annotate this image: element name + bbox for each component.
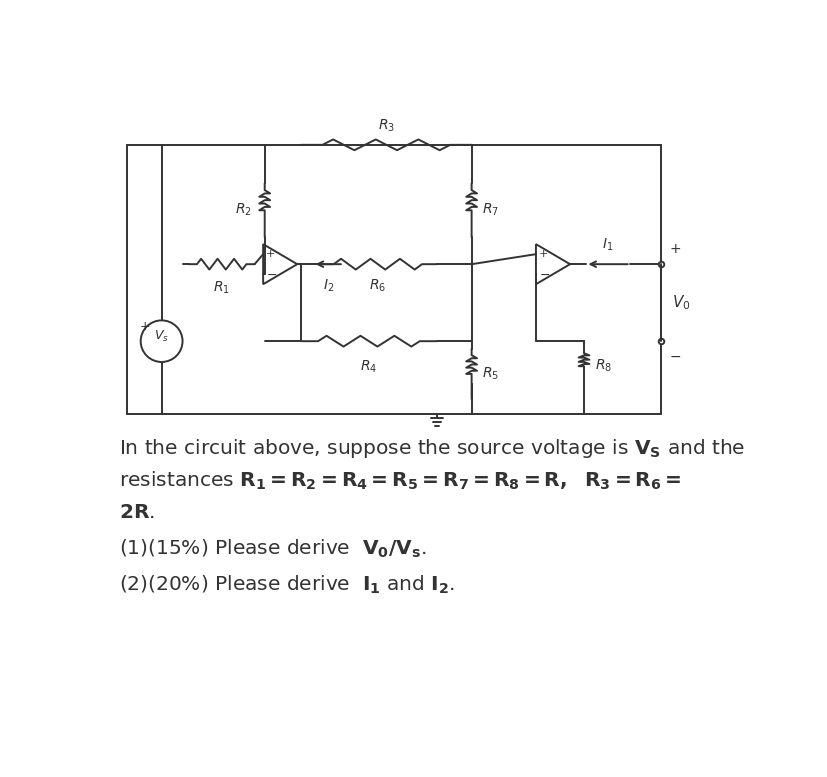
Text: $-$: $-$ bbox=[266, 268, 277, 280]
Text: In the circuit above, suppose the source voltage is $\mathbf{V_S}$ and the: In the circuit above, suppose the source… bbox=[119, 437, 744, 461]
Text: +: + bbox=[140, 320, 151, 333]
Text: $R_7$: $R_7$ bbox=[482, 202, 499, 218]
Text: $V_s$: $V_s$ bbox=[154, 329, 169, 344]
Text: (1)(15%) Please derive  $\mathbf{V_0/V_s}$.: (1)(15%) Please derive $\mathbf{V_0/V_s}… bbox=[119, 538, 426, 560]
Text: $V_0$: $V_0$ bbox=[672, 294, 690, 312]
Text: $R_2$: $R_2$ bbox=[235, 202, 252, 218]
Text: $I_1$: $I_1$ bbox=[601, 237, 613, 253]
Text: $\mathbf{2R}$.: $\mathbf{2R}$. bbox=[119, 503, 155, 521]
Text: +: + bbox=[266, 249, 275, 260]
Text: resistances $\mathbf{R_1 = R_2 = R_4 = R_5 = R_7 = R_8 = R,\ \ R_3 = R_6 =}$: resistances $\mathbf{R_1 = R_2 = R_4 = R… bbox=[119, 470, 681, 493]
Text: $I_2$: $I_2$ bbox=[323, 278, 333, 294]
Text: $R_8$: $R_8$ bbox=[594, 358, 611, 375]
Text: $R_1$: $R_1$ bbox=[213, 280, 230, 296]
Text: $R_5$: $R_5$ bbox=[482, 366, 499, 382]
Text: $R_6$: $R_6$ bbox=[369, 278, 386, 294]
Text: (2)(20%) Please derive  $\mathbf{I_1}$ and $\mathbf{I_2}$.: (2)(20%) Please derive $\mathbf{I_1}$ an… bbox=[119, 574, 455, 597]
Text: +: + bbox=[538, 249, 547, 260]
Text: $-$: $-$ bbox=[668, 349, 681, 363]
Text: $R_3$: $R_3$ bbox=[377, 117, 394, 134]
Text: $R_4$: $R_4$ bbox=[360, 358, 377, 375]
Text: +: + bbox=[668, 242, 680, 256]
Text: $-$: $-$ bbox=[538, 268, 549, 280]
